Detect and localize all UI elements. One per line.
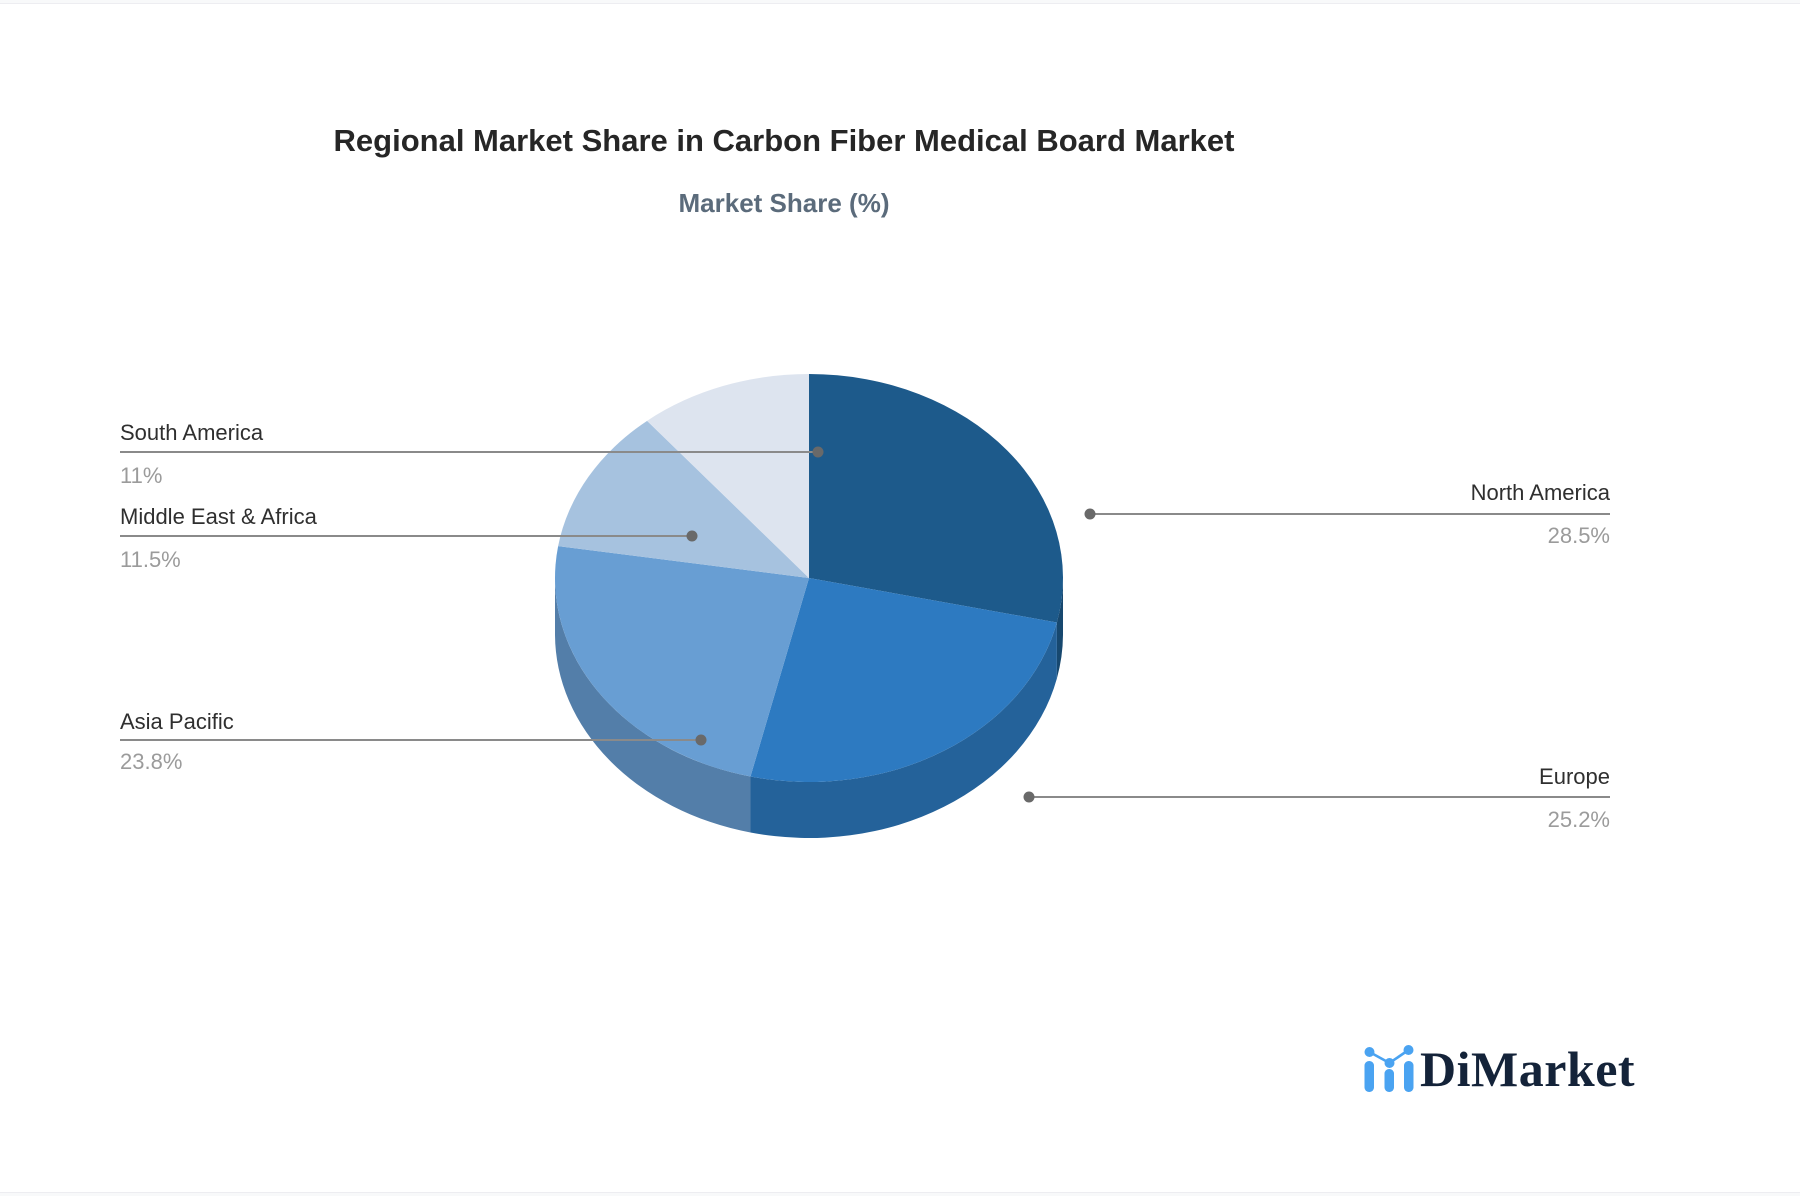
pie-slice-europe-side bbox=[750, 622, 1057, 838]
pie-slice-europe[interactable] bbox=[750, 578, 1057, 782]
slice-value-south-america: 11% bbox=[120, 463, 163, 488]
chart-subtitle: Market Share (%) bbox=[678, 188, 890, 218]
bar-line-chart-icon bbox=[1364, 1045, 1414, 1092]
brand-name: DiMarket bbox=[1420, 1041, 1636, 1097]
connector-dot-north-america bbox=[1084, 508, 1096, 520]
connector-dot-asia-pacific bbox=[695, 734, 707, 746]
pie-slice-north-america-side bbox=[1056, 578, 1063, 679]
chart-title: Regional Market Share in Carbon Fiber Me… bbox=[333, 123, 1235, 158]
pie-slice-middle-east-africa[interactable] bbox=[558, 420, 809, 578]
connector-dot-middle-east-africa bbox=[686, 530, 698, 542]
pie-slice-asia-pacific-side bbox=[555, 578, 751, 833]
slice-label-middle-east-africa: Middle East & Africa bbox=[120, 504, 317, 529]
pie-slice-south-america[interactable] bbox=[647, 374, 809, 578]
slice-label-asia-pacific: Asia Pacific bbox=[120, 709, 234, 734]
connector-dot-europe bbox=[1023, 791, 1035, 803]
slice-value-middle-east-africa: 11.5% bbox=[120, 547, 181, 572]
slice-label-south-america: South America bbox=[120, 420, 264, 445]
dimarket-logo: DiMarket bbox=[1360, 1038, 1660, 1108]
slice-value-north-america: 28.5% bbox=[1547, 523, 1610, 548]
connector-dot-south-america bbox=[812, 446, 824, 458]
slice-label-europe: Europe bbox=[1539, 764, 1610, 789]
pie-slice-north-america[interactable] bbox=[809, 374, 1063, 623]
page-top-edge bbox=[0, 0, 1800, 4]
slice-value-europe: 25.2% bbox=[1547, 807, 1610, 832]
pie-slice-asia-pacific[interactable] bbox=[555, 546, 809, 777]
slice-label-north-america: North America bbox=[1470, 480, 1610, 505]
page-bottom-edge bbox=[0, 1192, 1800, 1196]
slice-value-asia-pacific: 23.8% bbox=[120, 749, 183, 774]
